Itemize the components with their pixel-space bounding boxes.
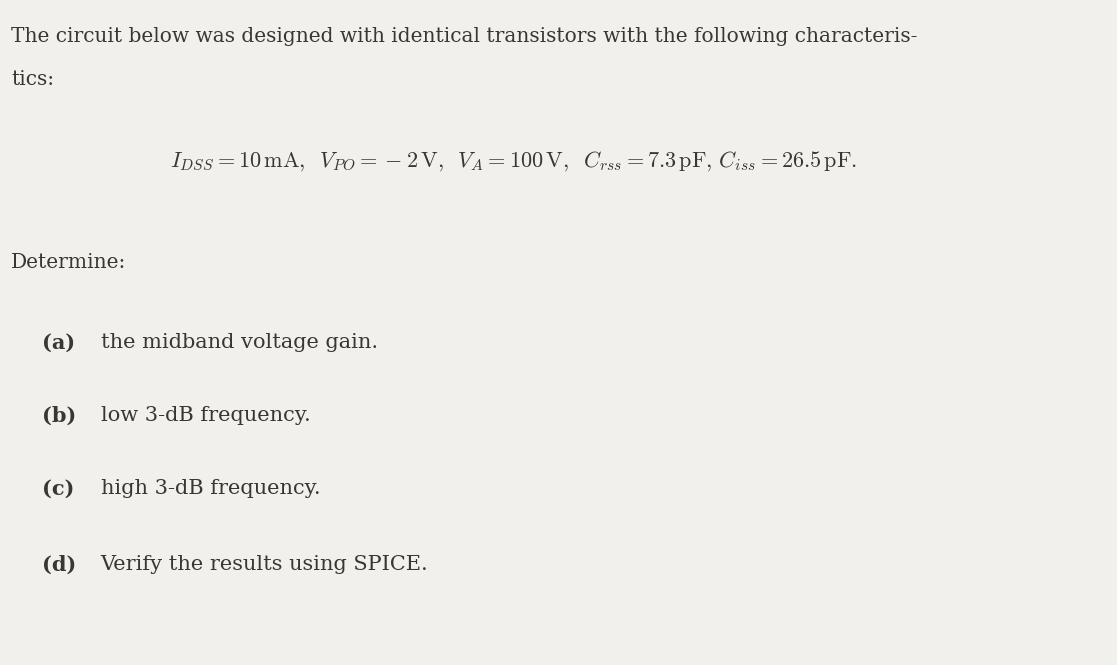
Text: low 3-dB frequency.: low 3-dB frequency. [101,406,311,425]
Text: Verify the results using SPICE.: Verify the results using SPICE. [101,555,428,575]
Text: high 3-dB frequency.: high 3-dB frequency. [101,479,321,498]
Text: the midband voltage gain.: the midband voltage gain. [101,332,378,352]
Text: (b): (b) [42,406,77,426]
Text: (a): (a) [42,332,76,352]
Text: The circuit below was designed with identical transistors with the following cha: The circuit below was designed with iden… [11,27,917,46]
Text: (c): (c) [42,479,75,499]
Text: tics:: tics: [11,70,55,89]
Text: $I_{DSS} = 10\,\mathrm{mA},\;\; V_{PO} = -2\,\mathrm{V},\;\; V_A = 100\,\mathrm{: $I_{DSS} = 10\,\mathrm{mA},\;\; V_{PO} =… [170,150,858,174]
Text: (d): (d) [42,555,77,575]
Text: Determine:: Determine: [11,253,126,272]
